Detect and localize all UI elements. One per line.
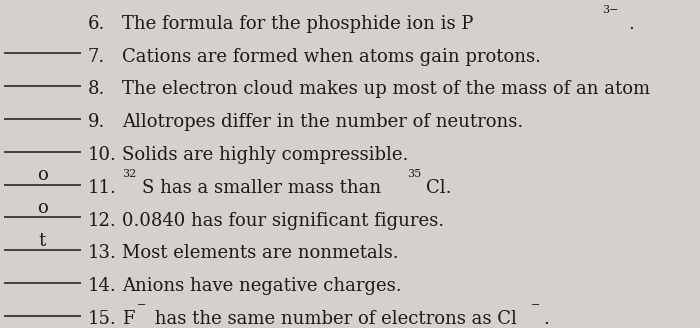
Text: Anions have negative charges.: Anions have negative charges. <box>122 277 402 295</box>
Text: 9.: 9. <box>88 113 105 131</box>
Text: Solids are highly compressible.: Solids are highly compressible. <box>122 146 409 164</box>
Text: 8.: 8. <box>88 80 105 98</box>
Text: 3−: 3− <box>602 5 619 15</box>
Text: Allotropes differ in the number of neutrons.: Allotropes differ in the number of neutr… <box>122 113 524 131</box>
Text: 7.: 7. <box>88 48 105 66</box>
Text: o: o <box>36 199 48 217</box>
Text: −: − <box>136 300 146 310</box>
Text: 11.: 11. <box>88 179 116 197</box>
Text: Cl.: Cl. <box>426 179 452 197</box>
Text: .: . <box>629 15 634 33</box>
Text: F: F <box>122 310 135 328</box>
Text: 32: 32 <box>122 169 136 179</box>
Text: 13.: 13. <box>88 244 116 262</box>
Text: The formula for the phosphide ion is P: The formula for the phosphide ion is P <box>122 15 474 33</box>
Text: 35: 35 <box>407 169 421 179</box>
Text: 14.: 14. <box>88 277 116 295</box>
Text: Most elements are nonmetals.: Most elements are nonmetals. <box>122 244 399 262</box>
Text: S has a smaller mass than: S has a smaller mass than <box>142 179 387 197</box>
Text: 6.: 6. <box>88 15 105 33</box>
Text: has the same number of electrons as Cl: has the same number of electrons as Cl <box>149 310 517 328</box>
Text: The electron cloud makes up most of the mass of an atom: The electron cloud makes up most of the … <box>122 80 650 98</box>
Text: 12.: 12. <box>88 212 116 230</box>
Text: 0.0840 has four significant figures.: 0.0840 has four significant figures. <box>122 212 444 230</box>
Text: .: . <box>543 310 549 328</box>
Text: −: − <box>531 300 540 310</box>
Text: Cations are formed when atoms gain protons.: Cations are formed when atoms gain proto… <box>122 48 542 66</box>
Text: t: t <box>38 232 46 250</box>
Text: 15.: 15. <box>88 310 116 328</box>
Text: 10.: 10. <box>88 146 116 164</box>
Text: o: o <box>36 166 48 184</box>
